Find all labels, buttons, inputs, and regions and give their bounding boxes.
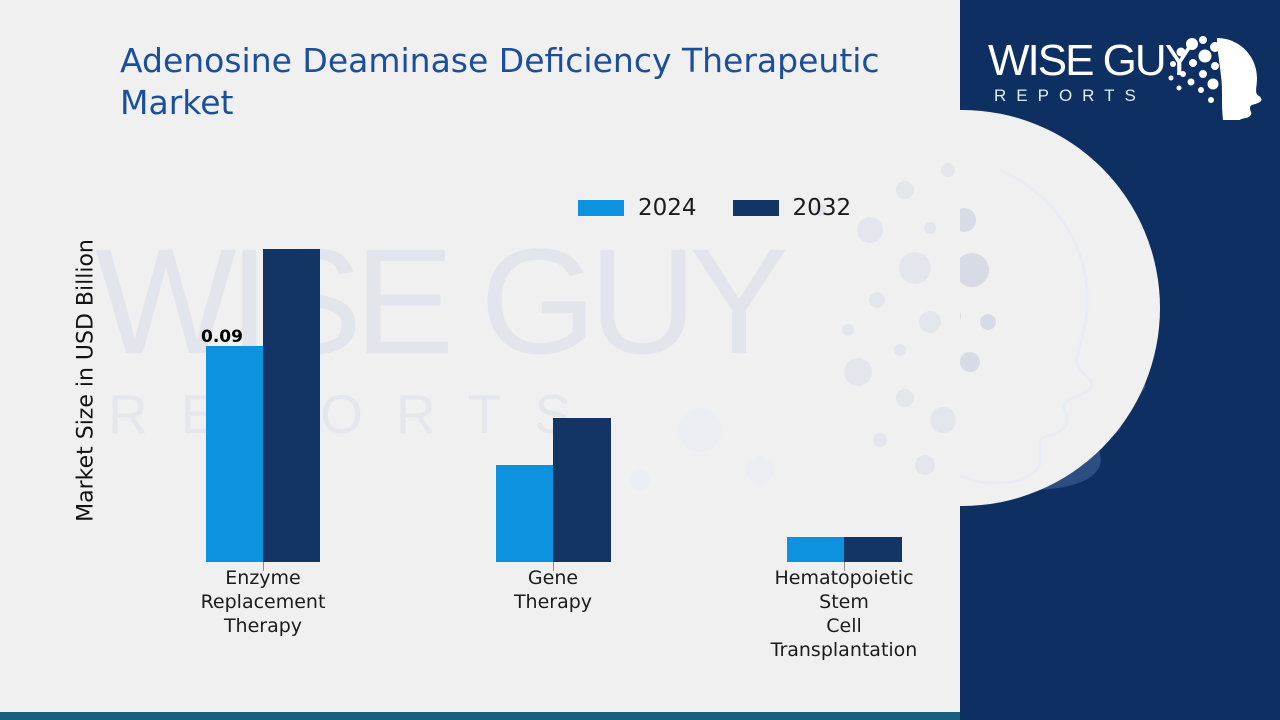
legend-label: 2024 (638, 195, 697, 221)
bar-2032-hematopoietic-stem-cell-transplantation[interactable] (844, 537, 902, 562)
legend-item-2032[interactable]: 2032 (732, 195, 852, 221)
cat-line: Enzyme (225, 567, 301, 589)
cat-line: Replacement (200, 591, 326, 613)
bar-2032-enzyme-replacement-therapy[interactable] (263, 249, 320, 562)
x-axis-category-label-gene-therapy: Gene Therapy (453, 566, 653, 614)
legend-label: 2032 (792, 195, 852, 221)
cat-line: Therapy (513, 591, 593, 613)
bar-value-label-enzyme-2024: 0.09 (201, 327, 243, 347)
logo-secondary-text: REPORTS (994, 86, 1146, 105)
x-axis-tick (553, 562, 554, 571)
logo-primary-text: WISE GUY (988, 36, 1194, 85)
cat-line: Stem (819, 591, 869, 613)
plot-area: 0.09 Enzyme Replacement Therapy Gene The… (163, 249, 944, 662)
page-title: Adenosine Deaminase Deficiency Therapeut… (120, 41, 880, 122)
bar-2024-gene-therapy[interactable] (496, 465, 553, 562)
x-axis-tick (844, 562, 845, 571)
dot-head-icon (960, 168, 1094, 485)
bar-2024-hematopoietic-stem-cell-transplantation[interactable] (787, 537, 844, 562)
chart-legend: 2024 2032 (578, 195, 851, 221)
brand-panel: WISE GUY REPORTS (960, 0, 1280, 720)
cat-line: Therapy (223, 615, 303, 637)
x-axis-category-label-enzyme-replacement-therapy: Enzyme Replacement Therapy (163, 566, 363, 638)
logo-head-icon (1168, 36, 1262, 120)
legend-swatch-icon (732, 200, 779, 216)
bar-2024-enzyme-replacement-therapy[interactable] (206, 346, 263, 562)
legend-item-2024[interactable]: 2024 (578, 195, 697, 221)
bottom-accent-bar (0, 712, 960, 720)
x-axis-category-label-hematopoietic-stem-cell-transplantation: Hematopoietic Stem Cell Transplantation (744, 566, 944, 662)
cat-line: Gene (527, 567, 579, 589)
cat-line: Transplantation (770, 639, 918, 661)
legend-swatch-icon (578, 200, 624, 216)
x-axis-tick (263, 562, 264, 571)
bar-2032-gene-therapy[interactable] (553, 418, 611, 562)
logo: WISE GUY REPORTS (980, 28, 1262, 128)
hero-circle-dot-pattern (960, 110, 1160, 506)
cat-line: Hematopoietic (774, 567, 914, 589)
cat-line: Cell (826, 615, 862, 637)
